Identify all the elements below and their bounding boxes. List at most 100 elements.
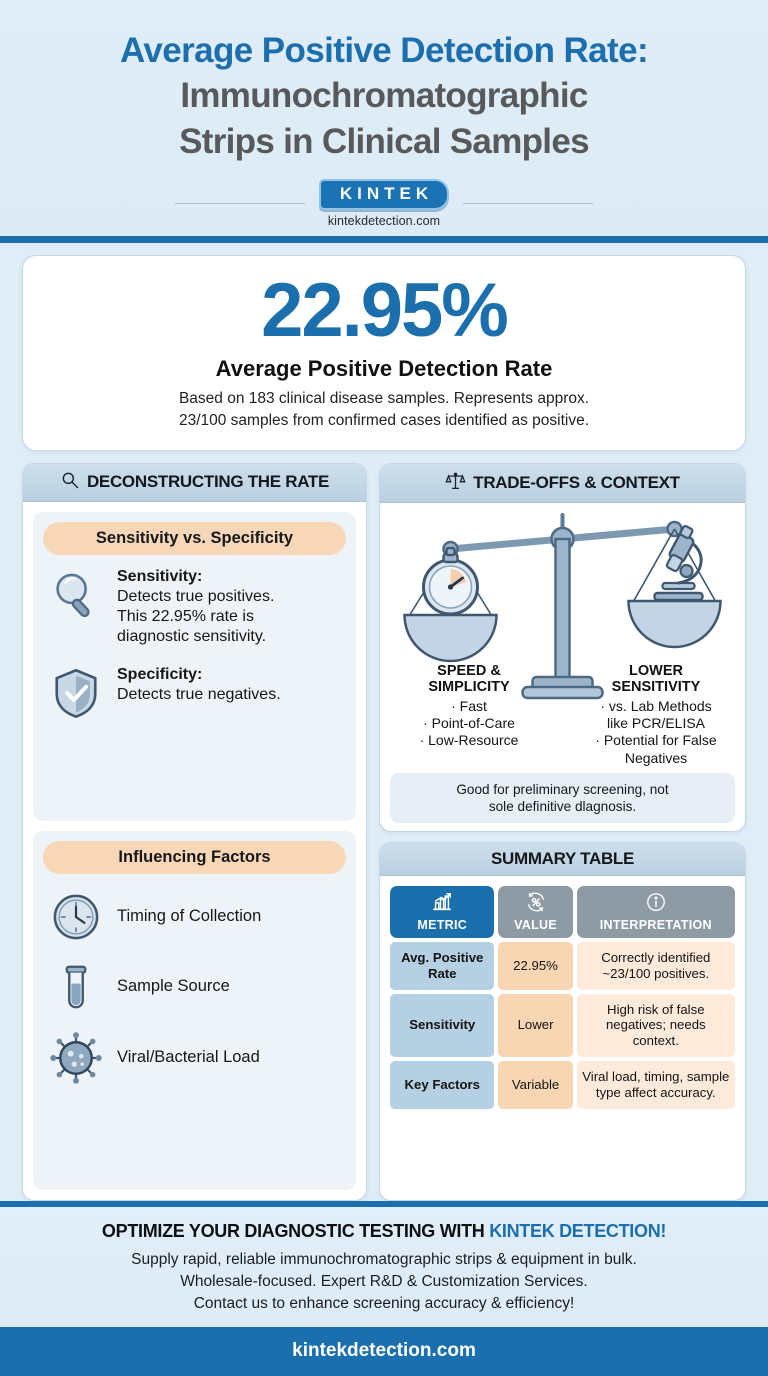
specificity-line1: Detects true negatives. — [117, 685, 281, 703]
balance-scale-icon — [445, 470, 466, 496]
list-item: Viral/Bacterial Load — [43, 1022, 346, 1094]
table-row: Avg. Positive Rate 22.95% Correctly iden… — [390, 941, 735, 990]
cta-plain-text: OPTIMIZE YOUR DIAGNOSTIC TESTING WITH — [101, 1221, 490, 1241]
sensitivity-specificity-panel: Sensitivity vs. Specificity Sensit — [33, 511, 356, 821]
hero-statistic: 22.95% — [261, 268, 509, 354]
tradeoffs-body: SPEED & SIMPLICITY · Fast · Point-of-Car… — [380, 503, 745, 831]
brand-domain: kintekdetection.com — [327, 214, 441, 229]
column-header-value-label: VALUE — [514, 917, 557, 932]
table-body: Avg. Positive Rate 22.95% Correctly iden… — [390, 941, 735, 1109]
list-item: Timing of Collection — [43, 882, 346, 952]
cell-value: 22.95% — [498, 941, 573, 990]
page-title-line2b: Strips in Clinical Samples — [179, 122, 589, 162]
right-column: TRADE-OFFS & CONTEXT — [379, 462, 746, 1201]
left-pan-title-1: SPEED & — [437, 662, 501, 679]
page-title-line2a: Immunochromatographic — [180, 76, 588, 116]
footer-divider — [0, 1201, 768, 1207]
list-item: Sensitivity: Detects true positives. Thi… — [43, 563, 346, 651]
footer-line3: Contact us to enhance screening accuracy… — [193, 1295, 575, 1312]
tradeoffs-callout: Good for preliminary screening, not sole… — [390, 772, 735, 823]
rule-right — [463, 203, 594, 205]
footer: OPTIMIZE YOUR DIAGNOSTIC TESTING WITH KI… — [0, 1207, 768, 1327]
sensitivity-specificity-title: Sensitivity vs. Specificity — [43, 521, 346, 555]
sensitivity-heading: Sensitivity: — [117, 567, 203, 585]
content-columns: DECONSTRUCTING THE RATE Sensitivity vs. … — [0, 451, 768, 1201]
tradeoffs-title: TRADE-OFFS & CONTEXT — [473, 472, 680, 492]
list-item-text: Specificity: Detects true negatives. — [117, 665, 281, 705]
summary-table-header: SUMMARY TABLE — [380, 842, 745, 876]
factor-label: Timing of Collection — [117, 907, 262, 926]
left-pan-bullet-2: · Point-of-Care — [423, 715, 515, 732]
factor-label: Viral/Bacterial Load — [117, 1048, 260, 1067]
table-row: Key Factors Variable Viral load, timing,… — [390, 1061, 735, 1109]
right-pan-bullet-4: Negatives — [624, 749, 688, 766]
clock-icon — [45, 890, 107, 944]
column-header-value: VALUE — [498, 885, 573, 938]
header: Average Positive Detection Rate: Immunoc… — [0, 0, 768, 237]
tradeoffs-card: TRADE-OFFS & CONTEXT — [379, 462, 746, 832]
callout-line2: sole definitive dlagnosis. — [488, 798, 637, 814]
left-pan-bullet-3: · Low-Resource — [419, 732, 519, 749]
cell-interpretation: Viral load, timing, sample type affect a… — [576, 1061, 735, 1109]
table-header-row: METRIC — [390, 885, 735, 938]
percent-refresh-icon — [501, 891, 569, 916]
specificity-heading: Specificity: — [117, 665, 203, 683]
column-header-metric-label: METRIC — [417, 917, 468, 932]
scale-right-label: LOWER SENSITIVITY · vs. Lab Methods like… — [581, 663, 731, 767]
virus-icon — [45, 1030, 107, 1086]
scale-labels: SPEED & SIMPLICITY · Fast · Point-of-Car… — [390, 663, 735, 767]
column-header-interpretation-label: INTERPRETATION — [599, 917, 712, 932]
summary-table-card: SUMMARY TABLE — [379, 841, 746, 1201]
header-divider — [0, 236, 768, 244]
left-column: DECONSTRUCTING THE RATE Sensitivity vs. … — [22, 462, 367, 1201]
magnifier-icon — [60, 470, 80, 495]
scale-left-label: SPEED & SIMPLICITY · Fast · Point-of-Car… — [394, 663, 544, 767]
deconstructing-card-header: DECONSTRUCTING THE RATE — [23, 463, 366, 502]
info-circle-icon — [580, 891, 732, 916]
cell-metric: Key Factors — [390, 1061, 495, 1109]
cell-metric: Sensitivity — [390, 993, 495, 1058]
bar-chart-growth-icon — [393, 891, 491, 916]
right-pan-bullet-3: · Potential for False — [595, 732, 717, 749]
cell-metric: Avg. Positive Rate — [390, 941, 495, 990]
cell-value: Variable — [498, 1061, 573, 1109]
hero-sub-line2: 23/100 samples from confirmed cases iden… — [178, 411, 590, 429]
balance-illustration — [390, 509, 735, 719]
rule-left — [174, 203, 305, 205]
bottom-website-bar[interactable]: kintekdetection.com — [0, 1327, 768, 1376]
footer-line1: Supply rapid, reliable immunochromatogra… — [131, 1251, 637, 1268]
brand-logo: KINTEK kintekdetection.com — [318, 179, 450, 229]
sensitivity-line2: This 22.95% rate is — [117, 607, 254, 625]
right-pan-title-1: LOWER — [629, 662, 683, 679]
right-pan-title-2: SENSITIVITY — [611, 679, 701, 696]
right-pan-bullet-2: like PCR/ELISA — [606, 715, 706, 732]
column-header-metric: METRIC — [390, 885, 495, 938]
kintek-wordmark: KINTEK — [318, 179, 450, 211]
sensitivity-line3: diagnostic sensitivity. — [117, 627, 267, 645]
deconstructing-body: Sensitivity vs. Specificity Sensit — [23, 502, 366, 1200]
table-row: Sensitivity Lower High risk of false neg… — [390, 993, 735, 1058]
hero-card: 22.95% Average Positive Detection Rate B… — [22, 255, 746, 451]
influencing-factors-title: Influencing Factors — [43, 840, 346, 874]
brand-logo-row: KINTEK kintekdetection.com — [28, 179, 740, 228]
footer-line2: Wholesale-focused. Expert R&D & Customiz… — [180, 1273, 588, 1290]
sensitivity-line1: Detects true positives. — [117, 587, 275, 605]
hero-sub-line1: Based on 183 clinical disease samples. R… — [178, 389, 590, 407]
cell-interpretation: High risk of false negatives; needs cont… — [576, 993, 735, 1058]
cta-highlight-text: KINTEK DETECTION! — [489, 1221, 667, 1241]
hero-label: Average Positive Detection Rate — [215, 355, 553, 381]
list-item: Specificity: Detects true negatives. — [43, 661, 346, 725]
table-head: METRIC — [390, 885, 735, 938]
deconstructing-card: DECONSTRUCTING THE RATE Sensitivity vs. … — [22, 462, 367, 1201]
summary-table-body: METRIC — [380, 876, 745, 1200]
cell-interpretation: Correctly identified ~23/100 positives. — [576, 941, 735, 990]
tradeoffs-card-header: TRADE-OFFS & CONTEXT — [380, 463, 745, 503]
left-pan-title-2: SIMPLICITY — [428, 679, 510, 696]
shield-check-icon — [45, 665, 107, 721]
summary-table: METRIC — [386, 882, 739, 1113]
page-title-line1: Average Positive Detection Rate: — [119, 31, 649, 70]
left-pan-bullet-1: · Fast — [451, 698, 487, 715]
influencing-factors-panel: Influencing Factors — [33, 830, 356, 1190]
right-pan-bullet-1: · vs. Lab Methods — [600, 698, 712, 715]
